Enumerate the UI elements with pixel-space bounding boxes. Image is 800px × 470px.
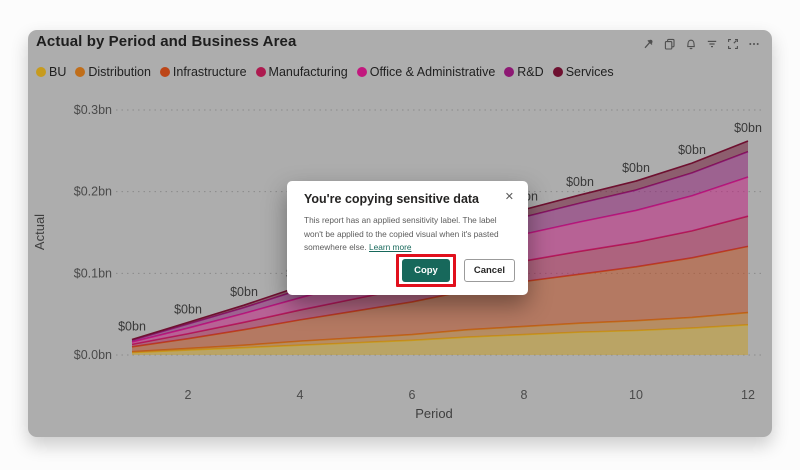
x-tick-label: 4 bbox=[297, 388, 304, 402]
data-label: $0bn bbox=[734, 121, 762, 135]
legend-label: BU bbox=[49, 65, 67, 79]
data-label: $0bn bbox=[566, 175, 594, 189]
copy-button[interactable]: Copy bbox=[402, 258, 450, 282]
legend-label: Office & Administrative bbox=[369, 65, 496, 79]
legend-label: R&D bbox=[517, 65, 544, 79]
sensitivity-dialog: You're copying sensitive data ✕ This rep… bbox=[287, 181, 528, 295]
legend-swatch bbox=[75, 67, 86, 77]
y-tick-label: $0.1bn bbox=[74, 266, 112, 280]
more-options-icon[interactable] bbox=[748, 37, 760, 49]
legend-label: Services bbox=[565, 65, 614, 79]
data-label: $0bn bbox=[118, 319, 146, 333]
dialog-body: This report has an applied sensitivity l… bbox=[304, 214, 513, 255]
filter-icon[interactable] bbox=[706, 37, 718, 49]
copy-visual-icon[interactable] bbox=[664, 37, 676, 50]
pin-icon[interactable] bbox=[643, 37, 655, 49]
close-icon[interactable]: ✕ bbox=[504, 191, 514, 203]
legend-label: Distribution bbox=[88, 65, 151, 79]
x-tick-label: 2 bbox=[185, 388, 192, 402]
legend-item-r-d[interactable]: R&D bbox=[504, 65, 544, 79]
y-tick-label: $0.2bn bbox=[74, 185, 112, 199]
legend-item-bu[interactable]: BU bbox=[36, 65, 66, 79]
dialog-actions: Copy Cancel bbox=[396, 253, 515, 287]
legend-swatch bbox=[356, 67, 367, 77]
alert-icon[interactable] bbox=[685, 37, 697, 50]
x-tick-label: 8 bbox=[521, 388, 528, 402]
y-tick-label: $0.3bn bbox=[74, 103, 112, 117]
legend-item-office-administrative[interactable]: Office & Administrative bbox=[356, 65, 496, 79]
x-tick-label: 12 bbox=[741, 388, 755, 402]
legend-swatch bbox=[552, 67, 563, 77]
y-axis-title: Actual bbox=[32, 214, 47, 250]
legend-swatch bbox=[159, 67, 170, 77]
chart-legend: BU Distribution Infrastructure Manufacturin… bbox=[36, 65, 614, 79]
legend-item-infrastructure[interactable]: Infrastructure bbox=[159, 65, 247, 79]
visual-header-toolbar bbox=[643, 37, 760, 50]
dialog-title: You're copying sensitive data bbox=[304, 192, 480, 206]
focus-mode-icon[interactable] bbox=[727, 37, 739, 49]
cancel-button[interactable]: Cancel bbox=[463, 258, 515, 282]
data-label: $0bn bbox=[230, 285, 258, 299]
dialog-body-text: This report has an applied sensitivity l… bbox=[304, 215, 499, 253]
copy-button-highlight: Copy bbox=[396, 253, 456, 287]
legend-swatch bbox=[255, 67, 266, 77]
legend-swatch bbox=[504, 67, 515, 77]
legend-item-distribution[interactable]: Distribution bbox=[75, 65, 151, 79]
x-tick-label: 10 bbox=[629, 388, 643, 402]
data-label: $0bn bbox=[622, 161, 650, 175]
legend-label: Infrastructure bbox=[172, 65, 247, 79]
legend-swatch bbox=[36, 67, 46, 77]
visual-title: Actual by Period and Business Area bbox=[36, 33, 297, 50]
legend-label: Manufacturing bbox=[268, 65, 348, 79]
legend-item-manufacturing[interactable]: Manufacturing bbox=[255, 65, 348, 79]
legend-item-services[interactable]: Services bbox=[552, 65, 614, 79]
data-label: $0bn bbox=[174, 302, 202, 316]
x-axis-title: Period bbox=[415, 406, 453, 421]
x-tick-label: 6 bbox=[409, 388, 416, 402]
y-tick-label: $0.0bn bbox=[74, 348, 112, 362]
learn-more-link[interactable]: Learn more bbox=[369, 242, 412, 253]
data-label: $0bn bbox=[678, 143, 706, 157]
